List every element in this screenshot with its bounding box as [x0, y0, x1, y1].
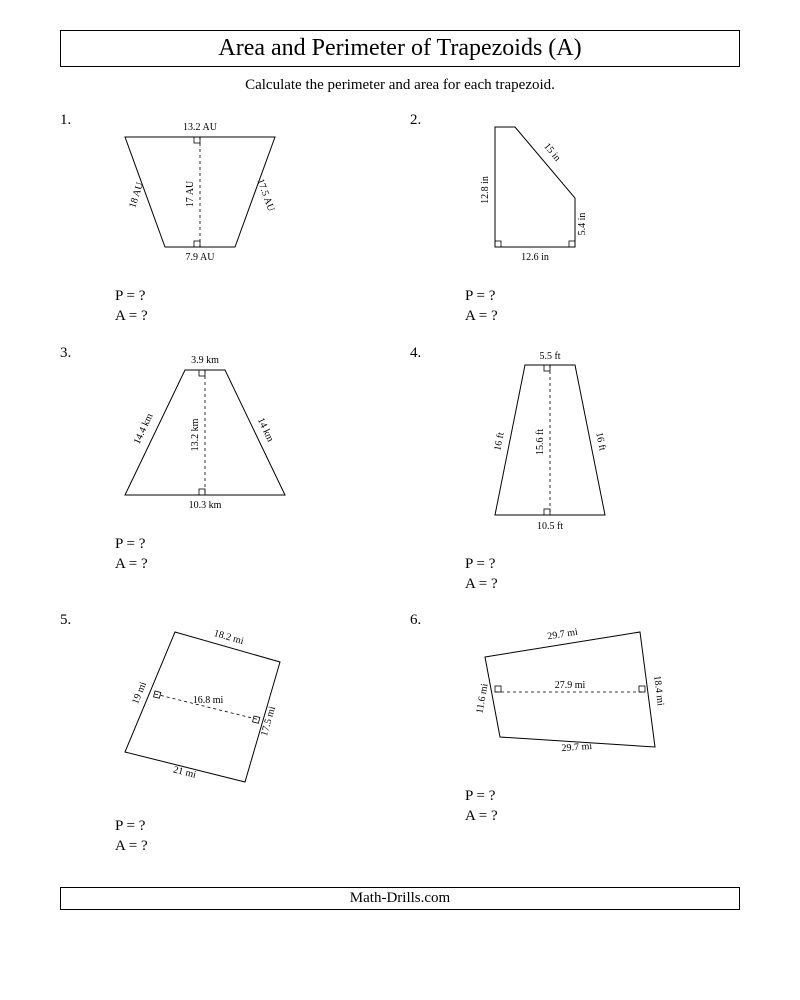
area-label: A = ? [465, 806, 498, 826]
perimeter-label: P = ? [465, 786, 498, 806]
perimeter-label: P = ? [115, 816, 148, 836]
svg-text:29.7 mi: 29.7 mi [547, 627, 579, 643]
svg-text:10.3 km: 10.3 km [189, 500, 222, 511]
figure-3: 3.9 km 10.3 km 14.4 km 14 km 13.2 km [90, 345, 390, 530]
svg-text:5.5 ft: 5.5 ft [539, 351, 560, 362]
svg-text:13.2 km: 13.2 km [190, 418, 201, 451]
perimeter-label: P = ? [115, 286, 148, 306]
svg-text:13.2 AU: 13.2 AU [183, 122, 218, 133]
perimeter-label: P = ? [465, 554, 498, 574]
svg-text:12.8 in: 12.8 in [480, 176, 491, 204]
perimeter-label: P = ? [465, 286, 498, 306]
svg-text:18 AU: 18 AU [127, 180, 146, 209]
svg-text:16 ft: 16 ft [492, 431, 506, 452]
svg-text:17.5 AU: 17.5 AU [254, 177, 276, 213]
svg-text:5.4 in: 5.4 in [577, 213, 588, 236]
figure-2: 15 in 12.8 in 5.4 in 12.6 in [440, 112, 740, 282]
svg-text:17 AU: 17 AU [185, 180, 196, 207]
area-label: A = ? [465, 574, 498, 594]
svg-text:16.8 mi: 16.8 mi [193, 695, 224, 706]
svg-text:15 in: 15 in [541, 141, 562, 164]
problem-grid: 1. 13.2 AU 7.9 AU 18 AU 17.5 AU 17 AU P … [60, 112, 740, 857]
title-box: Area and Perimeter of Trapezoids (A) [60, 30, 740, 67]
area-label: A = ? [115, 836, 148, 856]
svg-text:7.9 AU: 7.9 AU [186, 252, 216, 263]
problem-number: 4. [410, 345, 430, 362]
problem-number: 5. [60, 612, 80, 629]
problem-5: 5. 18.2 mi 21 mi 19 mi 17.5 mi 16.8 mi P… [60, 612, 390, 857]
figure-6: 29.7 mi 29.7 mi 11.6 mi 18.4 mi 27.9 mi [440, 612, 740, 782]
problem-4: 4. 5.5 ft 10.5 ft 16 ft 16 ft 15.6 ft P … [410, 345, 740, 595]
page-title: Area and Perimeter of Trapezoids (A) [218, 35, 581, 61]
area-label: A = ? [115, 306, 148, 326]
svg-text:3.9 km: 3.9 km [191, 355, 219, 366]
problem-2: 2. 15 in 12.8 in 5.4 in 12.6 in P = ? A … [410, 112, 740, 327]
svg-text:16 ft: 16 ft [593, 431, 607, 452]
problem-1: 1. 13.2 AU 7.9 AU 18 AU 17.5 AU 17 AU P … [60, 112, 390, 327]
svg-text:21 mi: 21 mi [172, 764, 197, 780]
svg-text:14.4 km: 14.4 km [132, 411, 156, 446]
svg-text:12.6 in: 12.6 in [521, 252, 549, 263]
problem-number: 3. [60, 345, 80, 362]
problem-number: 1. [60, 112, 80, 129]
svg-text:15.6 ft: 15.6 ft [535, 428, 546, 454]
svg-text:11.6 mi: 11.6 mi [475, 683, 491, 715]
svg-text:18.4 mi: 18.4 mi [651, 675, 666, 707]
problem-6: 6. 29.7 mi 29.7 mi 11.6 mi 18.4 mi 27.9 … [410, 612, 740, 857]
problem-number: 2. [410, 112, 430, 129]
area-label: A = ? [465, 306, 498, 326]
area-label: A = ? [115, 554, 148, 574]
figure-4: 5.5 ft 10.5 ft 16 ft 16 ft 15.6 ft [440, 345, 740, 550]
svg-text:17.5 mi: 17.5 mi [259, 705, 278, 738]
svg-text:27.9 mi: 27.9 mi [555, 680, 586, 691]
figure-1: 13.2 AU 7.9 AU 18 AU 17.5 AU 17 AU [90, 112, 390, 282]
subtitle: Calculate the perimeter and area for eac… [60, 77, 740, 94]
perimeter-label: P = ? [115, 534, 148, 554]
svg-text:10.5 ft: 10.5 ft [537, 521, 563, 532]
svg-text:29.7 mi: 29.7 mi [561, 741, 592, 754]
problem-number: 6. [410, 612, 430, 629]
figure-5: 18.2 mi 21 mi 19 mi 17.5 mi 16.8 mi [90, 612, 390, 812]
problem-3: 3. 3.9 km 10.3 km 14.4 km 14 km 13.2 km … [60, 345, 390, 595]
footer: Math-Drills.com [60, 887, 740, 910]
